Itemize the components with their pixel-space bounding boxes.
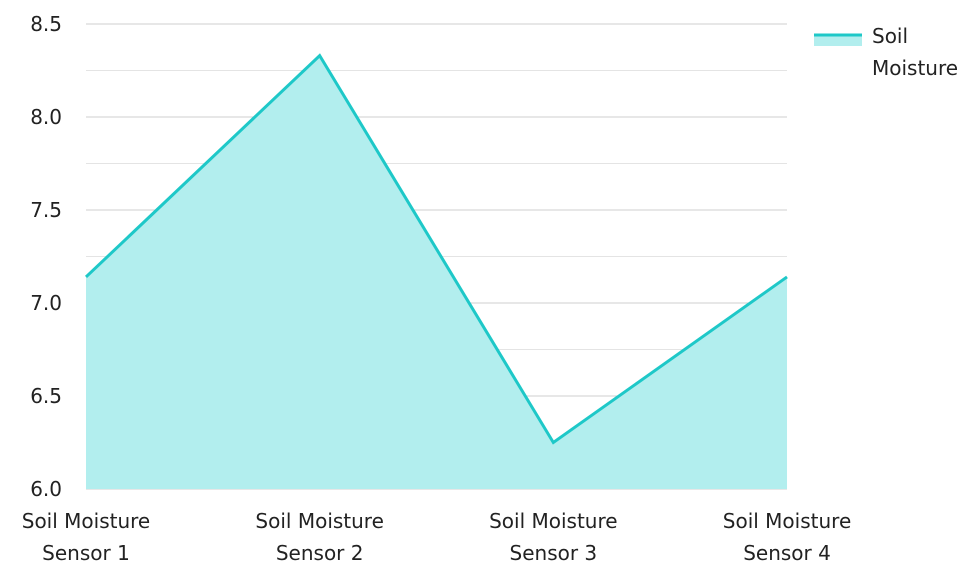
y-tick-label: 7.5 — [30, 198, 62, 222]
legend: Soil Moisture — [814, 24, 958, 80]
y-tick-label: 6.5 — [30, 384, 62, 408]
x-tick-label: Soil Moisture Sensor 3 — [489, 509, 617, 562]
x-axis: Soil Moisture Sensor 1 Soil Moisture Sensor… — [22, 509, 851, 562]
x-tick-label: Soil Moisture Sensor 1 — [22, 509, 150, 562]
y-tick-label: 8.5 — [30, 12, 62, 36]
plot-area — [84, 53, 788, 490]
legend-swatch-fill — [814, 34, 862, 46]
series-line — [84, 53, 788, 445]
y-tick-label: 7.0 — [30, 291, 62, 315]
x-tick-label: Soil Moisture Sensor 2 — [255, 509, 383, 562]
y-tick-label: 6.0 — [30, 477, 62, 501]
legend-label: Soil Moisture — [872, 24, 958, 80]
series-area-fill — [86, 55, 788, 490]
y-axis: 6.0 6.5 7.0 7.5 8.0 8.5 — [30, 12, 62, 501]
y-tick-label: 8.0 — [30, 105, 62, 129]
x-tick-label: Soil Moisture Sensor 4 — [723, 509, 851, 562]
